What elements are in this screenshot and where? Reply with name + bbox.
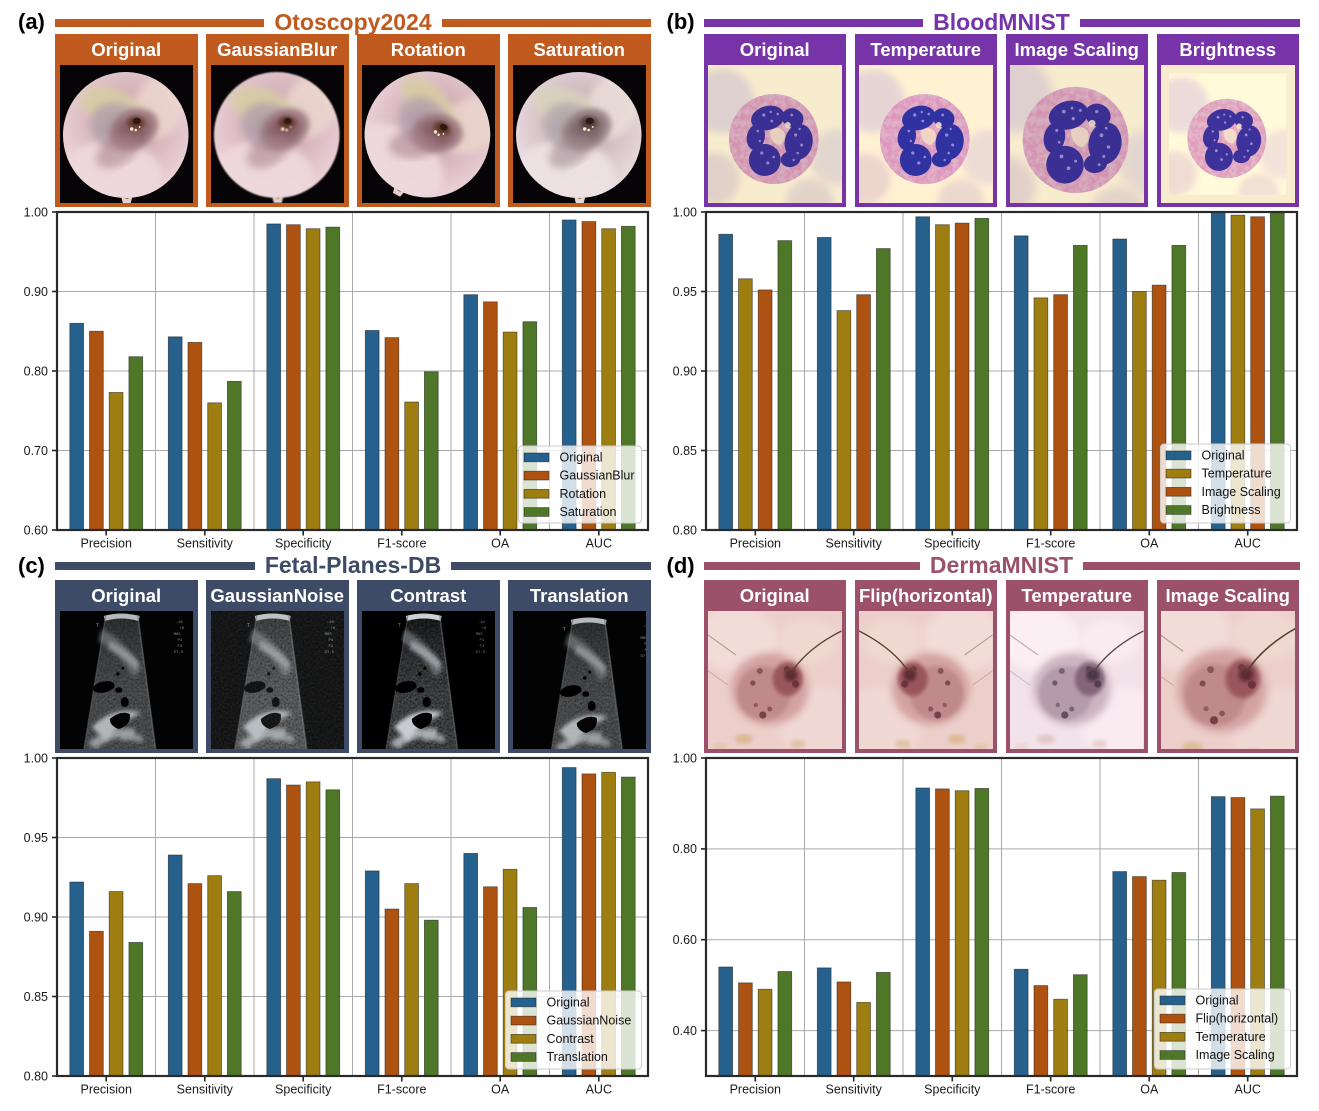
svg-text:Sensitivity: Sensitivity (825, 537, 882, 551)
svg-text:Specificity: Specificity (275, 537, 332, 551)
svg-text:Sensitivity: Sensitivity (177, 1082, 234, 1096)
svg-text:0.90: 0.90 (24, 285, 48, 299)
svg-text:1.00: 1.00 (672, 206, 696, 219)
svg-text:0.60: 0.60 (672, 933, 696, 947)
svg-text:AUC: AUC (1234, 537, 1260, 551)
svg-text:Specificity: Specificity (924, 1082, 981, 1096)
svg-text:GaussianBlur: GaussianBlur (560, 469, 635, 483)
svg-text:Sensitivity: Sensitivity (825, 1082, 882, 1096)
svg-text:Brightness: Brightness (1201, 503, 1260, 517)
svg-text:0.80: 0.80 (672, 842, 696, 856)
svg-text:Original: Original (1201, 448, 1244, 462)
svg-text:Original: Original (1195, 993, 1238, 1007)
svg-text:OA: OA (1140, 537, 1159, 551)
svg-text:OA: OA (491, 537, 510, 551)
svg-text:0.80: 0.80 (24, 1069, 48, 1083)
svg-text:0.90: 0.90 (672, 364, 696, 378)
svg-text:Temperature: Temperature (1195, 1029, 1265, 1043)
svg-text:Contrast: Contrast (547, 1031, 595, 1045)
svg-text:Image Scaling: Image Scaling (1201, 485, 1280, 499)
svg-text:0.90: 0.90 (24, 910, 48, 924)
svg-text:GaussianNoise: GaussianNoise (547, 1013, 632, 1027)
svg-text:AUC: AUC (586, 537, 612, 551)
svg-text:Sensitivity: Sensitivity (177, 537, 234, 551)
svg-text:Precision: Precision (80, 537, 131, 551)
svg-text:1.00: 1.00 (24, 206, 48, 219)
svg-text:0.40: 0.40 (672, 1023, 696, 1037)
svg-text:0.95: 0.95 (24, 830, 48, 844)
svg-text:F1-score: F1-score (1026, 537, 1075, 551)
svg-text:0.80: 0.80 (672, 523, 696, 537)
svg-text:AUC: AUC (586, 1082, 612, 1096)
svg-text:0.60: 0.60 (24, 523, 48, 537)
svg-text:Precision: Precision (80, 1082, 131, 1096)
svg-text:1.00: 1.00 (24, 752, 48, 765)
svg-text:Flip(horizontal): Flip(horizontal) (1195, 1011, 1278, 1025)
svg-text:Rotation: Rotation (560, 487, 607, 501)
svg-text:Image Scaling: Image Scaling (1195, 1048, 1274, 1062)
svg-text:OA: OA (491, 1082, 510, 1096)
svg-text:0.85: 0.85 (24, 989, 48, 1003)
svg-text:0.80: 0.80 (24, 364, 48, 378)
svg-text:OA: OA (1140, 1082, 1159, 1096)
svg-text:Specificity: Specificity (924, 537, 981, 551)
svg-text:Specificity: Specificity (275, 1082, 332, 1096)
svg-text:Precision: Precision (729, 1082, 780, 1096)
svg-text:0.70: 0.70 (24, 444, 48, 458)
svg-text:F1-score: F1-score (377, 537, 426, 551)
svg-text:Saturation: Saturation (560, 505, 617, 519)
svg-text:Translation: Translation (547, 1050, 608, 1064)
svg-text:Precision: Precision (729, 537, 780, 551)
svg-text:1.00: 1.00 (672, 752, 696, 765)
svg-text:F1-score: F1-score (1026, 1082, 1075, 1096)
svg-text:AUC: AUC (1234, 1082, 1260, 1096)
svg-text:Original: Original (547, 995, 590, 1009)
svg-text:Temperature: Temperature (1201, 467, 1271, 481)
svg-text:F1-score: F1-score (377, 1082, 426, 1096)
svg-text:0.95: 0.95 (672, 285, 696, 299)
svg-text:0.85: 0.85 (672, 444, 696, 458)
svg-text:Original: Original (560, 450, 603, 464)
